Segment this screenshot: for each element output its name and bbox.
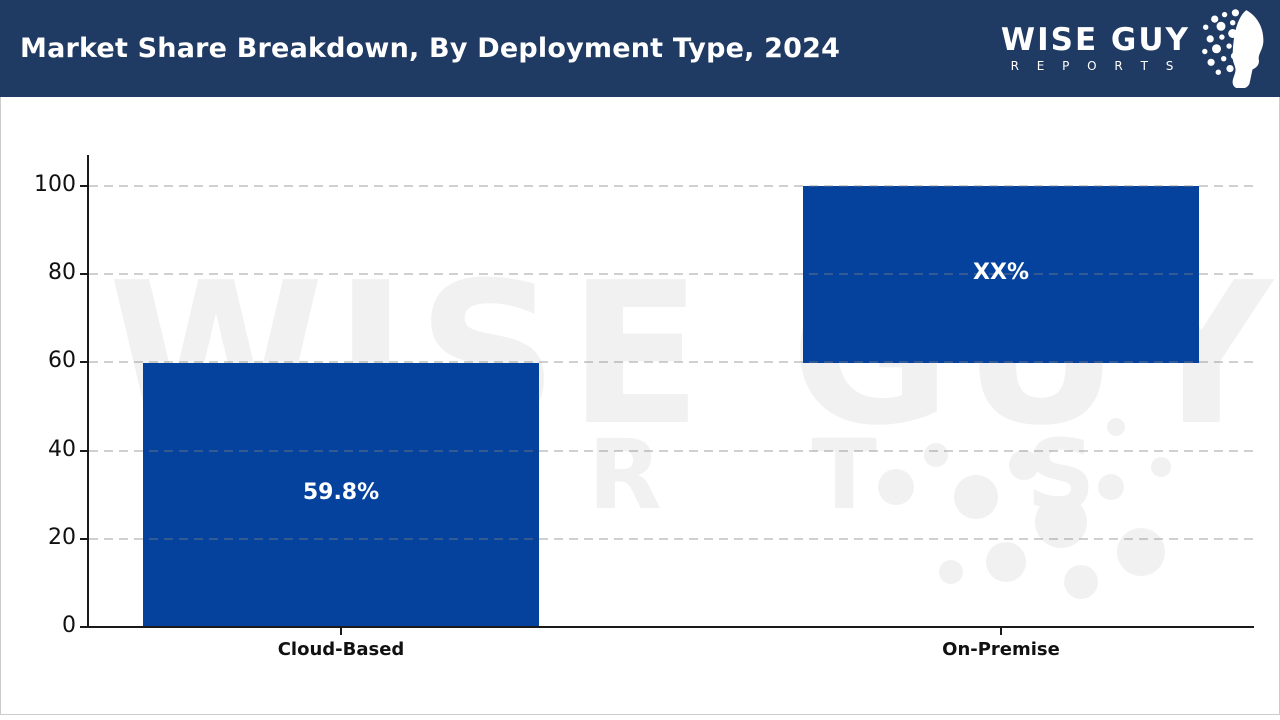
y-tick-label: 60: [48, 348, 76, 374]
bar-value-label: 59.8%: [302, 480, 380, 506]
watermark-letters: R T S: [588, 419, 1154, 531]
bar-value-label: XX%: [973, 259, 1029, 285]
chart-title: Market Share Breakdown, By Deployment Ty…: [20, 33, 841, 64]
y-tick: [80, 626, 87, 628]
x-category-label: Cloud-Based: [277, 639, 405, 660]
y-tick: [80, 361, 87, 364]
bar: [803, 186, 1199, 364]
y-tick: [80, 273, 87, 276]
bar: [143, 363, 539, 627]
logo-wordmark: WISE GUY R E P O R T S: [1000, 21, 1190, 73]
x-category-label: On-Premise: [942, 639, 1060, 660]
logo-wordmark-line1: WISE GUY: [1000, 21, 1190, 58]
y-tick-label: 20: [48, 524, 76, 550]
y-tick: [80, 185, 87, 187]
y-tick: [80, 537, 87, 540]
chart-header: Market Share Breakdown, By Deployment Ty…: [0, 0, 1280, 97]
y-tick: [80, 449, 87, 452]
y-axis: [87, 155, 89, 628]
x-tick: [1000, 628, 1002, 635]
x-tick: [340, 628, 342, 635]
x-axis: [87, 626, 1254, 628]
y-tick-label: 0: [62, 613, 76, 638]
logo-face-icon: [1194, 6, 1266, 92]
wiseguy-logo: WISE GUY R E P O R T S: [1001, 6, 1266, 92]
y-tick-label: 100: [34, 172, 76, 197]
watermark-dots: [856, 337, 1186, 631]
y-tick-label: 80: [48, 260, 76, 286]
y-tick-label: 40: [48, 436, 76, 462]
logo-wordmark-line2: R E P O R T S: [1010, 58, 1181, 73]
